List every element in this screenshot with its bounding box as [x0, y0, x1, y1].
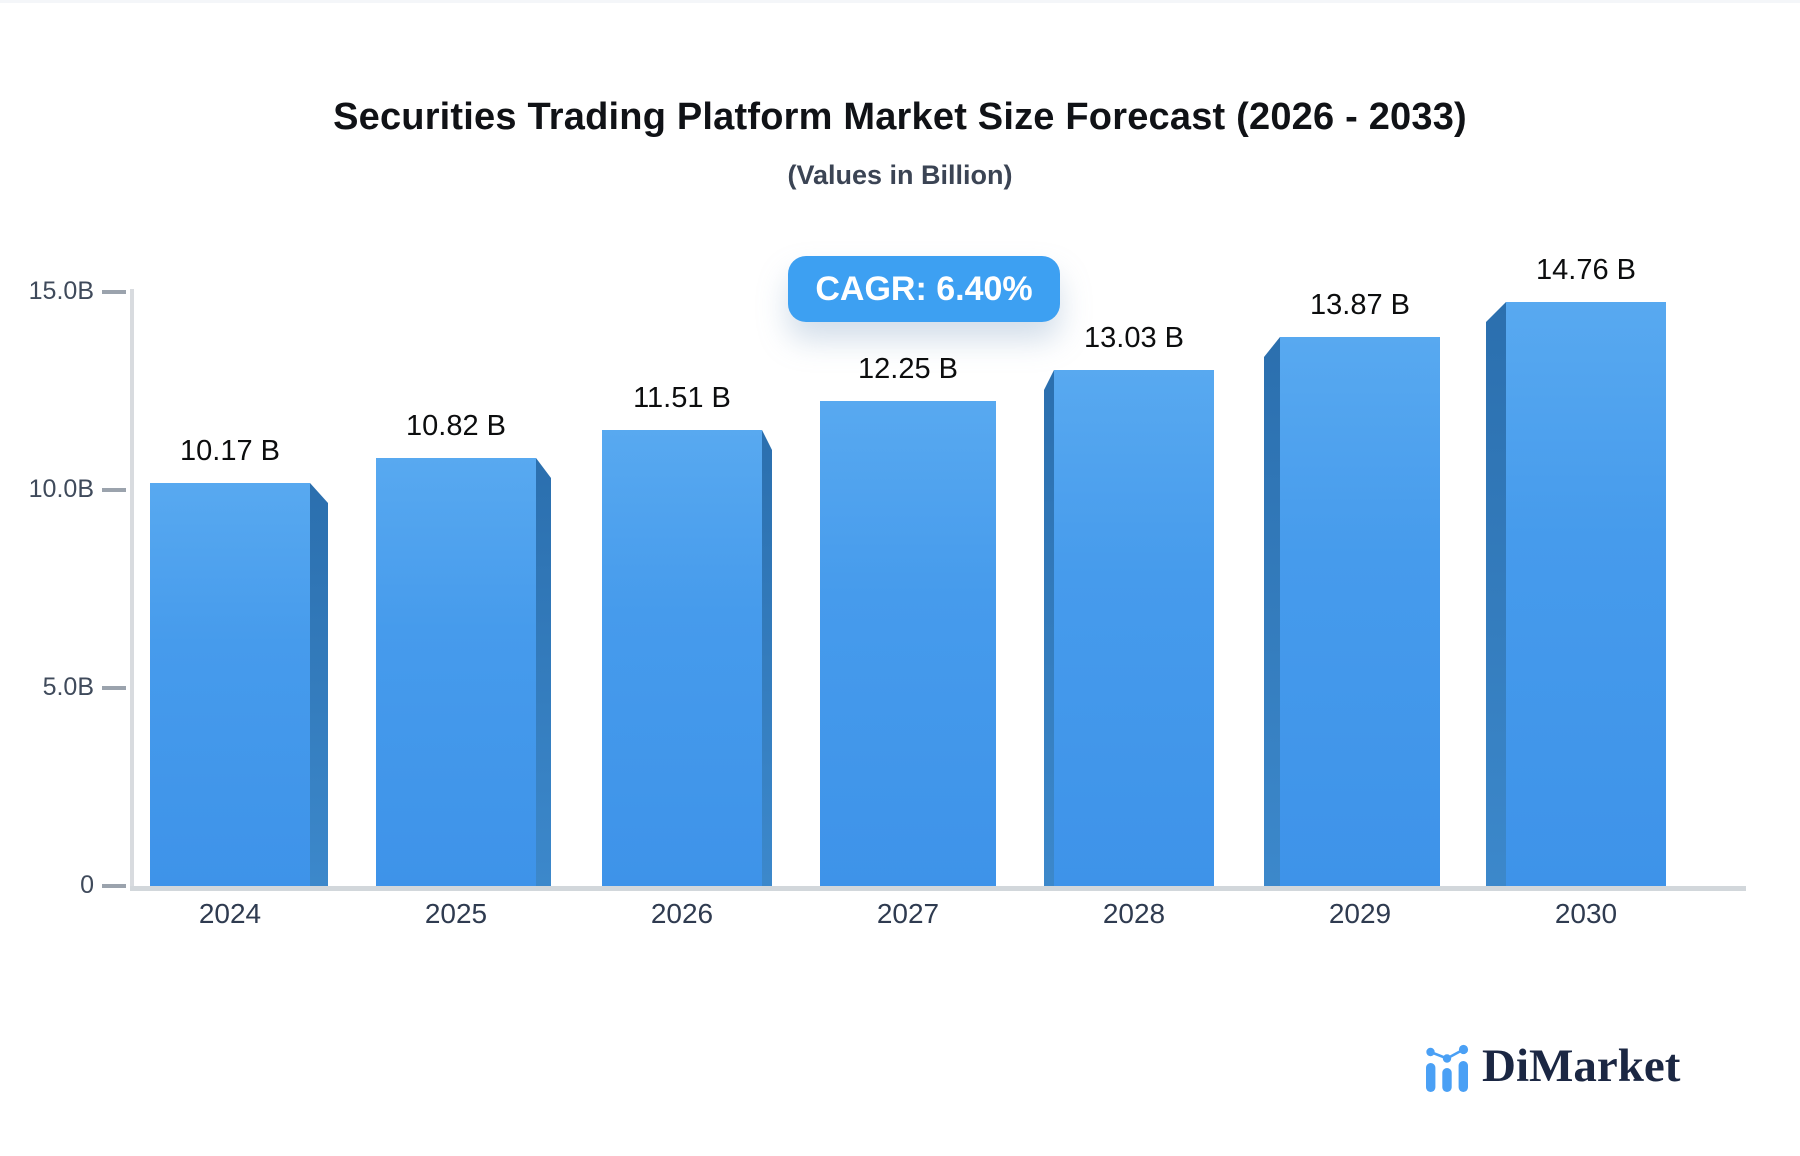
y-axis-tick-mark [102, 884, 126, 888]
bar-value-label-2024: 10.17 B [180, 435, 280, 467]
bar-2026[interactable] [602, 430, 762, 886]
y-axis-line [130, 289, 134, 889]
y-axis-tick-mark [102, 686, 126, 690]
cagr-badge: CAGR: 6.40% [788, 256, 1060, 322]
y-axis-tick-mark [102, 290, 126, 294]
bar-value-label-2027: 12.25 B [858, 353, 958, 385]
bar-side-face-2030 [1486, 302, 1506, 886]
bar-value-label-2025: 10.82 B [406, 410, 506, 442]
bar-2025[interactable] [376, 458, 536, 886]
y-axis-tick-label: 10.0B [28, 475, 94, 503]
x-axis-label-2024: 2024 [198, 898, 262, 929]
bar-value-label-2028: 13.03 B [1084, 322, 1184, 354]
dimarket-logo: DiMarket [1424, 1038, 1680, 1092]
y-axis-tick-mark [102, 488, 126, 492]
bar-2028[interactable] [1054, 370, 1214, 886]
x-axis-label-2028: 2028 [1102, 898, 1166, 929]
y-axis-tick-label: 15.0B [28, 277, 94, 305]
bar-side-face-2029 [1264, 337, 1280, 886]
bar-2027[interactable] [820, 401, 996, 886]
bar-value-label-2029: 13.87 B [1310, 289, 1410, 321]
dimarket-logo-text: DiMarket [1482, 1040, 1681, 1092]
x-axis-label-2027: 2027 [876, 898, 940, 929]
x-axis-label-2029: 2029 [1328, 898, 1392, 929]
x-axis-label-2026: 2026 [650, 898, 714, 929]
x-axis-line [130, 886, 1746, 891]
bar-2030[interactable] [1506, 302, 1666, 886]
dimarket-logo-icon [1426, 1044, 1469, 1092]
bar-value-label-2026: 11.51 B [633, 382, 731, 414]
bar-side-face-2024 [310, 483, 328, 886]
bar-side-face-2028 [1044, 370, 1054, 886]
page-top-border [0, 0, 1800, 3]
cagr-badge-label: CAGR: 6.40% [815, 269, 1033, 308]
x-axis-label-2030: 2030 [1554, 898, 1618, 929]
bar-2024[interactable] [150, 483, 310, 886]
bar-value-label-2030: 14.76 B [1536, 254, 1636, 286]
bar-side-face-2025 [536, 458, 551, 886]
x-axis-label-2025: 2025 [424, 898, 488, 929]
bar-2029[interactable] [1280, 337, 1440, 886]
y-axis-tick-label: 5.0B [42, 673, 94, 701]
chart-subtitle: (Values in Billion) [787, 160, 1013, 190]
y-axis-tick-label: 0 [80, 871, 94, 899]
chart-title: Securities Trading Platform Market Size … [333, 96, 1467, 138]
bar-side-face-2026 [762, 430, 772, 886]
